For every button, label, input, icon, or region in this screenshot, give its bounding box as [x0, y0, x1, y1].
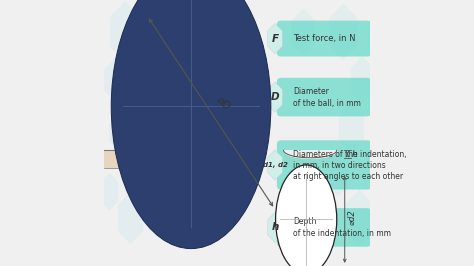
- Polygon shape: [268, 23, 283, 54]
- Polygon shape: [132, 82, 150, 120]
- Bar: [283, 150, 337, 168]
- Text: at right angles to each other: at right angles to each other: [293, 172, 403, 181]
- Polygon shape: [110, 1, 140, 63]
- Text: Test force, in N: Test force, in N: [293, 34, 356, 43]
- Polygon shape: [104, 59, 125, 101]
- Polygon shape: [148, 115, 166, 151]
- Ellipse shape: [275, 165, 337, 266]
- Polygon shape: [292, 8, 315, 56]
- Text: of the ball, in mm: of the ball, in mm: [293, 99, 361, 108]
- Text: F: F: [272, 34, 279, 44]
- Ellipse shape: [111, 0, 271, 249]
- Text: h: h: [271, 222, 279, 232]
- Polygon shape: [158, 0, 183, 47]
- Text: ⌀D: ⌀D: [214, 94, 232, 112]
- Polygon shape: [339, 102, 364, 154]
- Polygon shape: [327, 149, 350, 197]
- Text: of the indentation, in mm: of the indentation, in mm: [293, 229, 391, 238]
- Text: ⌀d2: ⌀d2: [348, 209, 357, 225]
- Text: Diameters of the indentation,: Diameters of the indentation,: [293, 150, 407, 159]
- Text: D: D: [271, 92, 279, 102]
- Polygon shape: [268, 212, 283, 243]
- Polygon shape: [346, 190, 373, 247]
- Polygon shape: [268, 150, 283, 180]
- Text: h: h: [352, 149, 357, 159]
- FancyBboxPatch shape: [277, 208, 371, 247]
- Text: Depth: Depth: [293, 217, 316, 226]
- FancyBboxPatch shape: [277, 21, 371, 57]
- Bar: [104, 150, 257, 168]
- Text: d1, d2: d1, d2: [263, 162, 287, 168]
- Polygon shape: [118, 192, 143, 244]
- Polygon shape: [329, 3, 357, 60]
- Polygon shape: [350, 56, 374, 103]
- Polygon shape: [109, 117, 125, 149]
- Polygon shape: [268, 82, 283, 112]
- FancyBboxPatch shape: [277, 140, 371, 189]
- Text: Diameter: Diameter: [293, 87, 329, 96]
- FancyBboxPatch shape: [277, 78, 371, 117]
- Polygon shape: [100, 173, 118, 210]
- Polygon shape: [143, 35, 166, 82]
- Text: in mm, in two directions: in mm, in two directions: [293, 161, 386, 170]
